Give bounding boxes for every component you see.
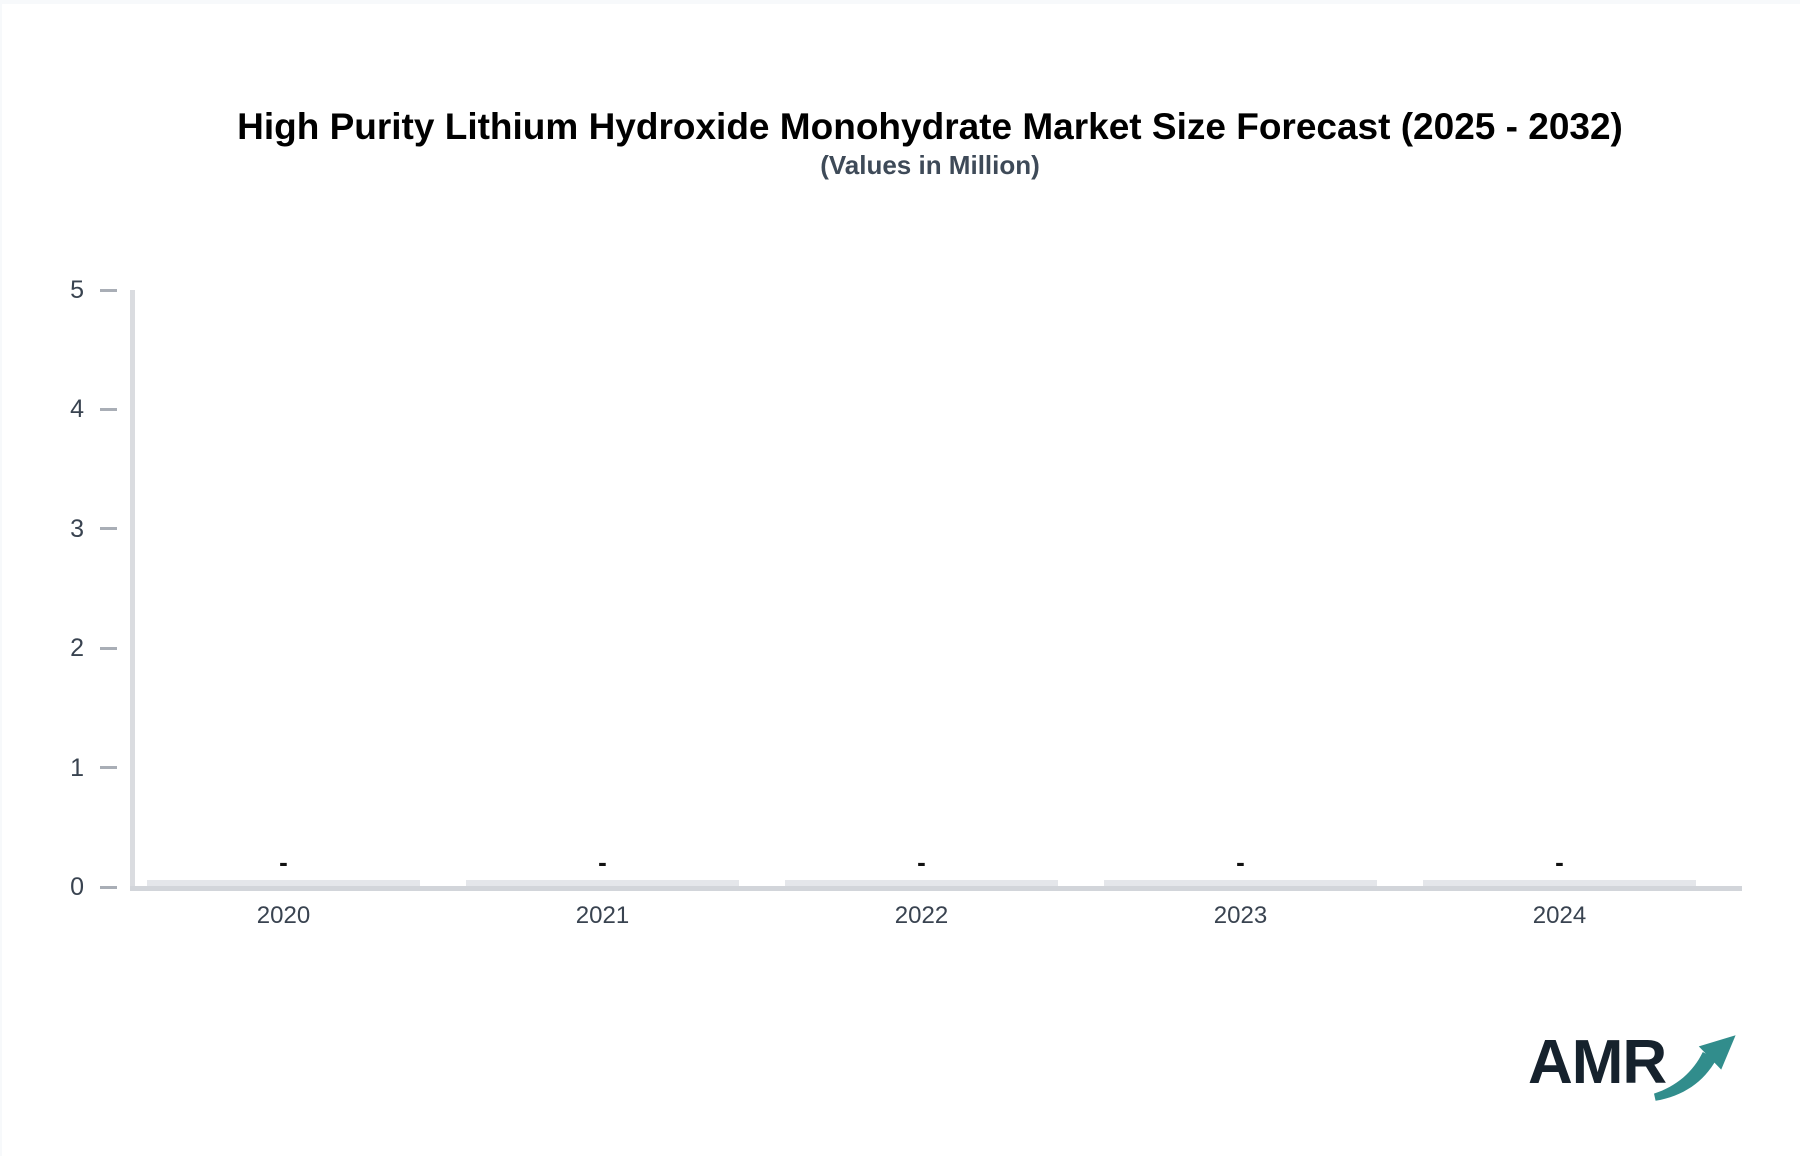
- x-axis-label-2024: 2024: [1532, 902, 1587, 929]
- bar-value-label-2023: -: [1236, 847, 1245, 877]
- bar-2024: [1423, 880, 1696, 886]
- bar-value-label-2022: -: [917, 847, 926, 877]
- chart-title: High Purity Lithium Hydroxide Monohydrat…: [237, 106, 1623, 147]
- y-axis-tick-label: 5: [70, 276, 84, 304]
- frame-top-border: [0, 0, 1800, 4]
- bar-value-label-2021: -: [598, 847, 607, 877]
- y-axis-tick-label: 0: [70, 873, 84, 901]
- x-axis-line: [130, 886, 1742, 891]
- bar-2021: [466, 880, 739, 886]
- bar-value-label-2020: -: [279, 847, 288, 877]
- y-axis-tick-mark: [100, 766, 117, 770]
- bar-2020: [147, 880, 420, 886]
- y-axis-tick-label: 4: [70, 395, 84, 424]
- bar-2022: [785, 880, 1058, 886]
- y-axis-tick-mark: [100, 885, 117, 889]
- bar-value-label-2024: -: [1555, 847, 1564, 877]
- growth-arrow-icon: [1654, 1032, 1742, 1104]
- y-axis-tick-mark: [100, 646, 117, 650]
- x-axis-label-2023: 2023: [1213, 902, 1268, 929]
- y-axis-tick-label: 2: [70, 634, 84, 663]
- amr-logo-text: AMR: [1528, 1028, 1667, 1097]
- amr-logo: AMR: [1528, 1030, 1758, 1120]
- y-axis-tick-mark: [100, 407, 117, 411]
- y-axis-line: [130, 290, 135, 890]
- frame-left-border: [0, 0, 2, 1156]
- y-axis-tick-label: 1: [70, 753, 84, 782]
- x-axis-label-2022: 2022: [894, 902, 949, 929]
- y-axis-tick-mark: [100, 527, 117, 531]
- chart-subtitle: (Values in Million): [820, 150, 1040, 180]
- y-axis-tick-label: 3: [70, 514, 84, 543]
- x-axis-label-2020: 2020: [256, 902, 311, 929]
- bar-2023: [1104, 880, 1377, 886]
- x-axis-label-2021: 2021: [575, 902, 630, 929]
- y-axis-tick-mark: [100, 288, 117, 292]
